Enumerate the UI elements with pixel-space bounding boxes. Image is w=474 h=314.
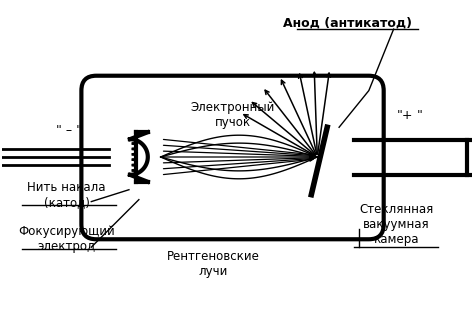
Text: Рентгеновские
лучи: Рентгеновские лучи: [167, 250, 260, 278]
Text: "+: "+: [397, 109, 414, 122]
Text: ": ": [416, 109, 422, 122]
Text: Стеклянная
вакуумная
камера: Стеклянная вакуумная камера: [359, 203, 434, 246]
Text: Электронный
пучок: Электронный пучок: [191, 101, 275, 129]
Text: Нить накала
(катод): Нить накала (катод): [27, 181, 106, 209]
Text: " – ": " – ": [55, 124, 82, 137]
Text: Анод (антикатод): Анод (антикатод): [283, 17, 411, 30]
FancyBboxPatch shape: [82, 76, 383, 239]
Text: Фокусирующий
электрод: Фокусирующий электрод: [18, 225, 115, 253]
